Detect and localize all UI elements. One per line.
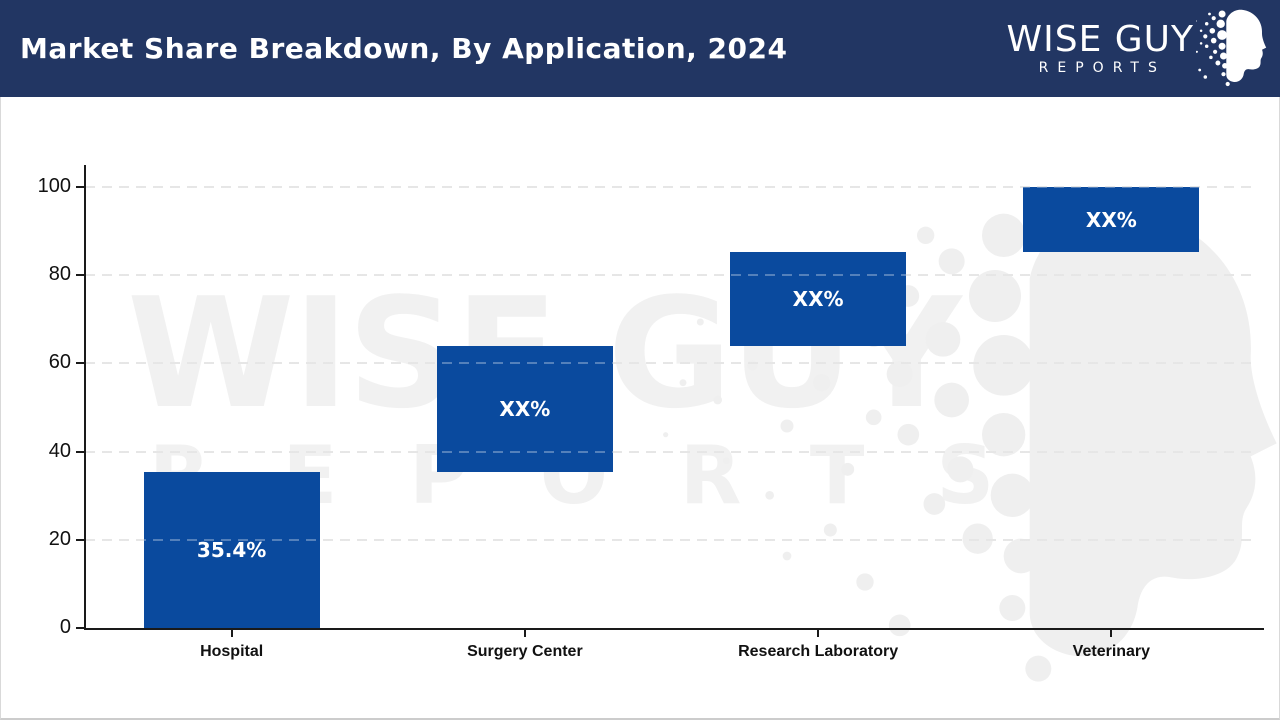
y-tick-label: 40 xyxy=(48,439,71,462)
y-axis-line xyxy=(84,165,86,630)
chart-area: WISE GUY REPORTS 0 20 40 60 80 100 35.4% XX% XX%… xyxy=(0,97,1280,720)
gridline-overlay xyxy=(85,362,1253,365)
x-category-label: Surgery Center xyxy=(467,643,583,660)
y-tick-label: 60 xyxy=(48,351,71,374)
brand-logo-text: WISE GUY REPORTS xyxy=(1006,18,1195,77)
x-category-label: Hospital xyxy=(200,643,264,660)
brand-logo: WISE GUY REPORTS xyxy=(1007,7,1280,91)
x-tick xyxy=(230,630,233,637)
bar-value-label: XX% xyxy=(792,287,844,312)
x-tick xyxy=(817,630,820,637)
gridline xyxy=(85,274,1253,277)
bar-segment-veterinary: XX% xyxy=(1023,187,1200,253)
bar-value-label: XX% xyxy=(499,397,551,422)
head-dots-icon xyxy=(1196,9,1267,86)
logo-wordmark: WISE GUY xyxy=(1006,18,1194,60)
header-bar: Market Share Breakdown, By Application, … xyxy=(0,0,1280,97)
logo-subtitle: REPORTS xyxy=(1038,60,1166,77)
y-tick-label: 0 xyxy=(59,616,71,638)
y-tick-label: 20 xyxy=(48,527,71,550)
y-tick xyxy=(76,362,84,365)
gridline xyxy=(85,362,1253,365)
bar-segment-research-laboratory: XX% xyxy=(730,252,907,347)
bar-segment-hospital: 35.4% xyxy=(143,471,320,628)
y-tick-label: 80 xyxy=(48,263,71,286)
y-tick xyxy=(76,186,84,188)
gridline xyxy=(85,186,1253,188)
x-category-label: Veterinary xyxy=(1072,643,1151,660)
y-tick xyxy=(76,274,84,277)
gridline xyxy=(85,538,1253,541)
page-title: Market Share Breakdown, By Application, … xyxy=(20,32,788,65)
x-category-label: Research Laboratory xyxy=(738,643,899,660)
x-tick xyxy=(523,630,526,637)
y-tick xyxy=(76,627,84,629)
y-tick xyxy=(76,538,84,541)
gridline-overlay xyxy=(85,538,1253,541)
gridline-overlay xyxy=(85,186,1253,188)
gridline xyxy=(85,450,1253,453)
bar-value-label: 35.4% xyxy=(196,537,267,562)
y-tick xyxy=(76,450,84,453)
y-tick-label: 100 xyxy=(37,175,71,197)
bar-segment-surgery-center: XX% xyxy=(436,346,613,472)
gridline-overlay xyxy=(85,274,1253,277)
x-axis-line xyxy=(84,628,1264,630)
gridline-overlay xyxy=(85,450,1253,453)
x-tick xyxy=(1110,630,1113,637)
bar-value-label: XX% xyxy=(1085,207,1137,232)
